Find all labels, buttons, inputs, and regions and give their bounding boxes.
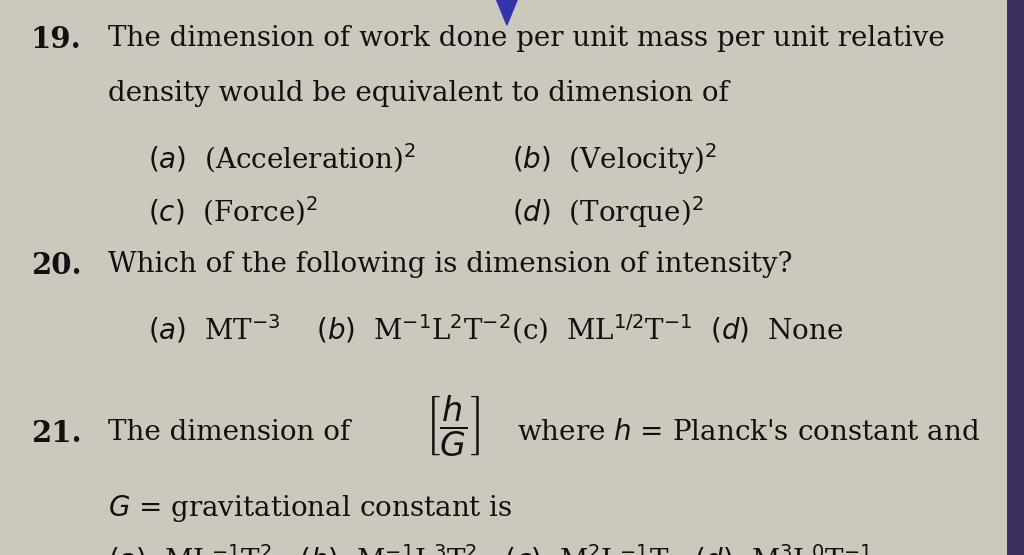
Text: 21.: 21. — [31, 419, 81, 448]
Text: $(a)$  (Acceleration)$^2$: $(a)$ (Acceleration)$^2$ — [148, 142, 417, 175]
Text: $(a)$  ML$^{-1}$T$^{2}$   $(b)$  M$^{-1}$L$^{3}$T$^{2}$   $(c)$  M$^{2}$L$^{-1}$: $(a)$ ML$^{-1}$T$^{2}$ $(b)$ M$^{-1}$L$^… — [108, 543, 872, 555]
Text: 20.: 20. — [31, 251, 81, 280]
Text: The dimension of: The dimension of — [108, 419, 350, 446]
Text: $G$ = gravitational constant is: $G$ = gravitational constant is — [108, 493, 512, 524]
Text: Which of the following is dimension of intensity?: Which of the following is dimension of i… — [108, 251, 792, 278]
Polygon shape — [497, 0, 517, 25]
Text: $(b)$  (Velocity)$^2$: $(b)$ (Velocity)$^2$ — [512, 142, 717, 178]
Text: $(c)$  (Force)$^2$: $(c)$ (Force)$^2$ — [148, 194, 318, 228]
Text: $(d)$  (Torque)$^2$: $(d)$ (Torque)$^2$ — [512, 194, 703, 230]
Text: $\left[\dfrac{h}{G}\right]$: $\left[\dfrac{h}{G}\right]$ — [425, 394, 480, 460]
Bar — [1007, 0, 1024, 555]
Text: density would be equivalent to dimension of: density would be equivalent to dimension… — [108, 80, 728, 108]
Text: where $h$ = Planck's constant and: where $h$ = Planck's constant and — [517, 419, 980, 446]
Text: The dimension of work done per unit mass per unit relative: The dimension of work done per unit mass… — [108, 25, 944, 52]
Text: 19.: 19. — [31, 25, 82, 54]
Text: $(a)$  MT$^{-3}$    $(b)$  M$^{-1}$L$^{2}$T$^{-2}$(c)  ML$^{1/2}$T$^{-1}$  $(d)$: $(a)$ MT$^{-3}$ $(b)$ M$^{-1}$L$^{2}$T$^… — [148, 312, 844, 346]
